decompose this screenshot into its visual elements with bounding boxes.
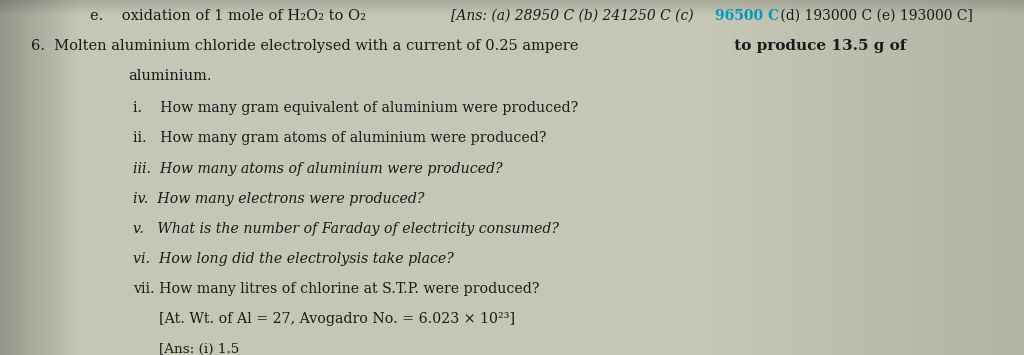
Text: v.   What is the number of Faraday of electricity consumed?: v. What is the number of Faraday of elec… [133,222,559,236]
Text: iii.  How many atoms of aluminium were produced?: iii. How many atoms of aluminium were pr… [133,162,503,176]
Text: (d) 193000 C (e) 193000 C]: (d) 193000 C (e) 193000 C] [776,9,973,23]
Text: [Ans: (a) 28950 C (b) 241250 C (c): [Ans: (a) 28950 C (b) 241250 C (c) [451,9,697,23]
Text: e.    oxidation of 1 mole of H₂O₂ to O₂: e. oxidation of 1 mole of H₂O₂ to O₂ [90,9,367,23]
Text: aluminium.: aluminium. [128,69,212,83]
Text: vii. How many litres of chlorine at S.T.P. were produced?: vii. How many litres of chlorine at S.T.… [133,282,540,296]
Text: to produce 13.5 g of: to produce 13.5 g of [729,39,906,53]
Text: iv.  How many electrons were produced?: iv. How many electrons were produced? [133,192,425,206]
Text: vi.  How long did the electrolysis take place?: vi. How long did the electrolysis take p… [133,252,454,266]
Text: ii.   How many gram atoms of aluminium were produced?: ii. How many gram atoms of aluminium wer… [133,131,547,146]
Text: 96500 C: 96500 C [715,9,779,23]
Text: [Ans: (i) 1.5: [Ans: (i) 1.5 [159,343,239,355]
Text: [At. Wt. of Al = 27, Avogadro No. = 6.023 × 10²³]: [At. Wt. of Al = 27, Avogadro No. = 6.02… [159,312,515,327]
Text: 6.  Molten aluminium chloride electrolysed with a current of 0.25 ampere: 6. Molten aluminium chloride electrolyse… [31,39,579,53]
Text: i.    How many gram equivalent of aluminium were produced?: i. How many gram equivalent of aluminium… [133,101,579,115]
